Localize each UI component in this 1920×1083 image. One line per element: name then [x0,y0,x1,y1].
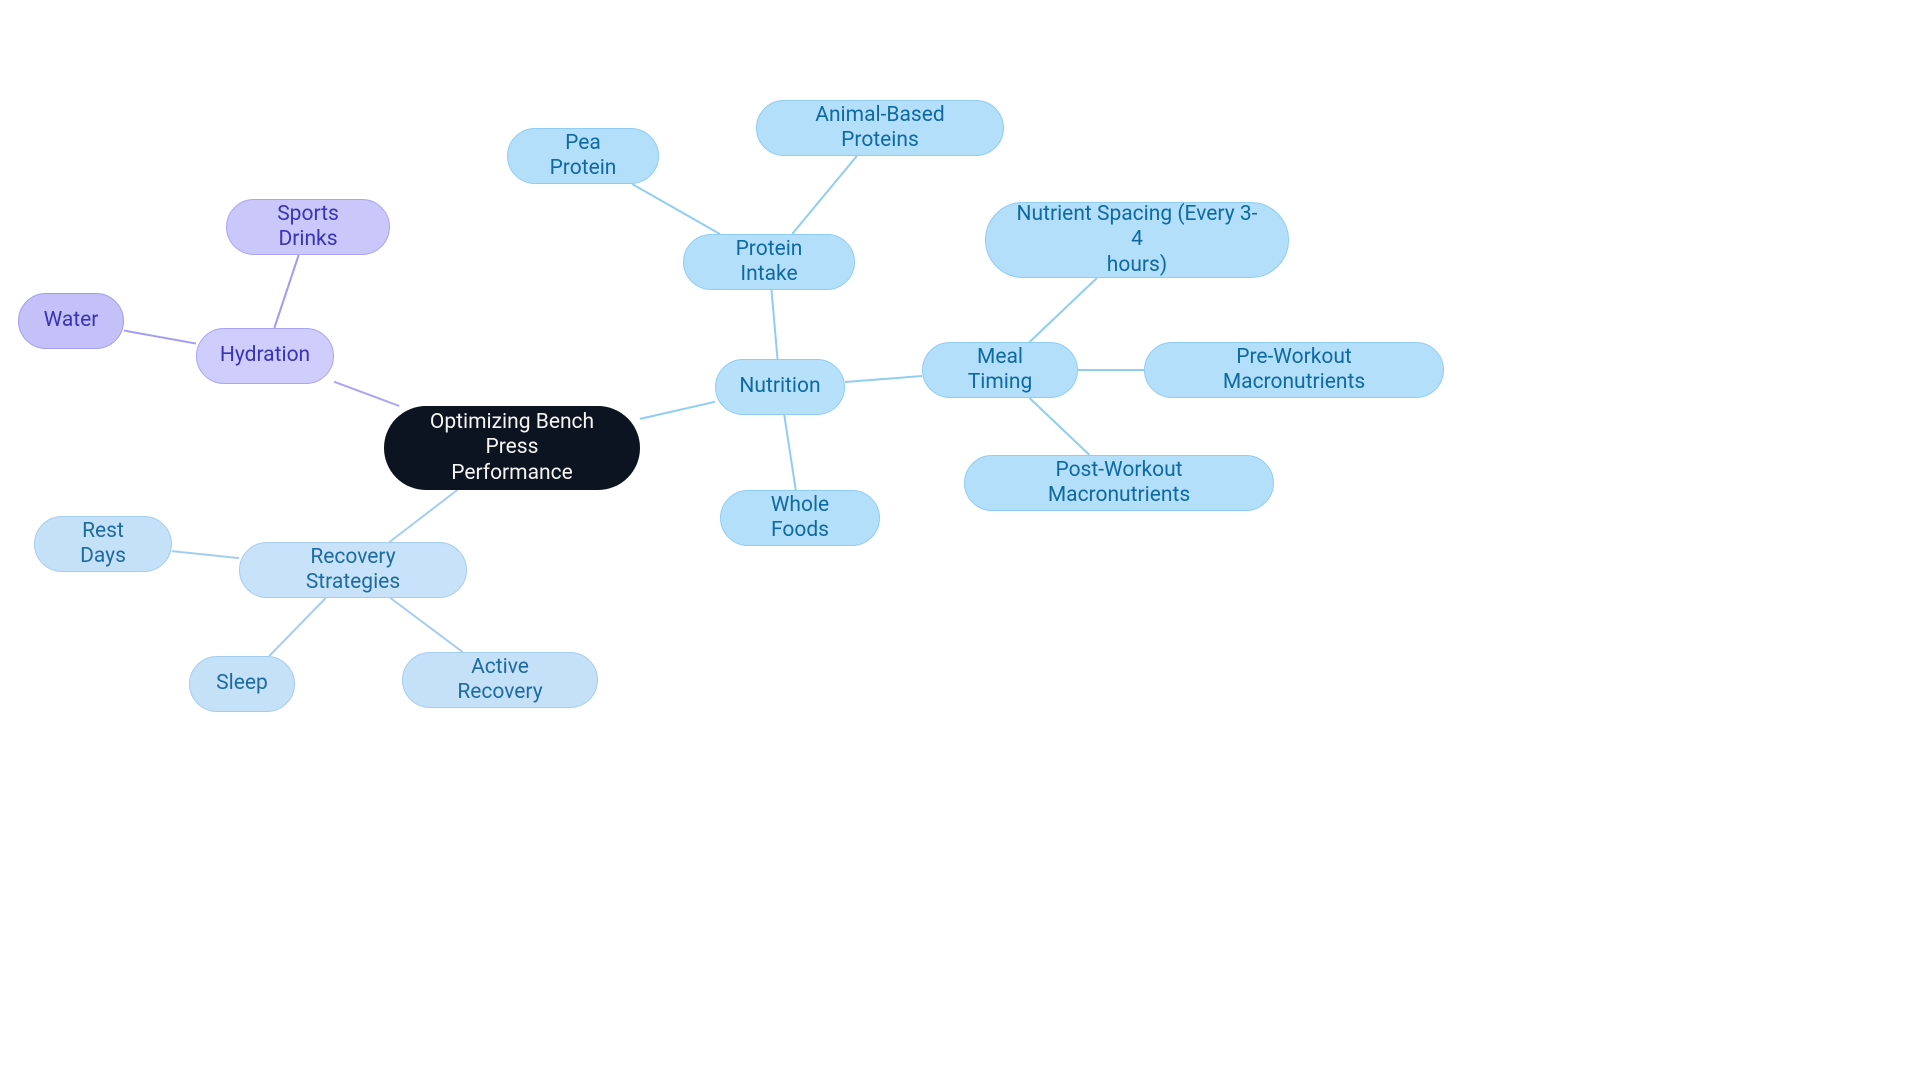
node-whole_foods: Whole Foods [720,490,880,546]
edge-recovery-active_recovery [390,598,462,652]
node-sleep: Sleep [189,656,295,712]
edge-recovery-sleep [269,598,325,656]
edge-root-nutrition [640,402,715,419]
edge-hydration-water [124,331,196,344]
edge-root-hydration [334,382,399,406]
node-active_recovery: Active Recovery [402,652,598,708]
edge-protein_intake-animal_proteins [792,156,857,234]
edge-protein_intake-pea_protein [632,184,720,234]
edge-meal_timing-post_workout [1029,398,1089,455]
edge-nutrition-protein_intake [771,290,777,359]
node-nutrient_spacing: Nutrient Spacing (Every 3-4 hours) [985,202,1289,278]
node-pre_workout: Pre-Workout Macronutrients [1144,342,1444,398]
node-post_workout: Post-Workout Macronutrients [964,455,1274,511]
edge-recovery-rest_days [172,551,239,558]
mindmap-canvas: Optimizing Bench Press Performance Hydrat… [0,0,1920,1083]
node-root: Optimizing Bench Press Performance [384,406,640,490]
edge-root-recovery [389,490,457,542]
edge-hydration-sports_drinks [274,255,298,328]
node-water: Water [18,293,124,349]
node-sports_drinks: Sports Drinks [226,199,390,255]
node-hydration: Hydration [196,328,334,384]
edge-meal_timing-nutrient_spacing [1030,278,1097,342]
edge-nutrition-whole_foods [784,415,795,490]
node-recovery: Recovery Strategies [239,542,467,598]
node-nutrition: Nutrition [715,359,845,415]
node-animal_proteins: Animal-Based Proteins [756,100,1004,156]
node-protein_intake: Protein Intake [683,234,855,290]
node-meal_timing: Meal Timing [922,342,1078,398]
node-rest_days: Rest Days [34,516,172,572]
edge-nutrition-meal_timing [845,376,922,382]
node-pea_protein: Pea Protein [507,128,659,184]
